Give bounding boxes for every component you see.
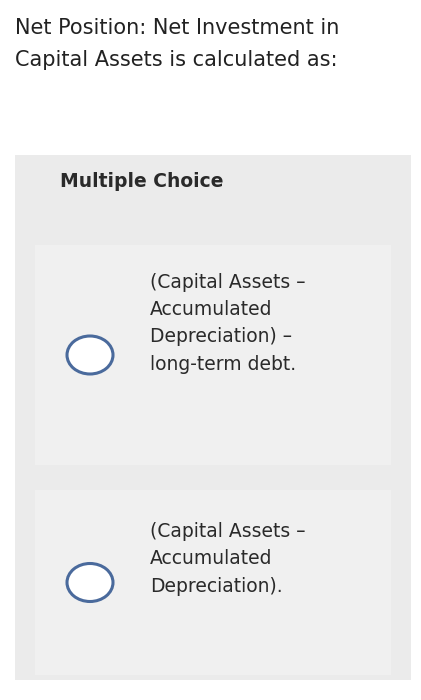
- Text: Net Position: Net Investment in: Net Position: Net Investment in: [15, 18, 339, 38]
- FancyBboxPatch shape: [35, 245, 391, 465]
- FancyBboxPatch shape: [15, 155, 411, 680]
- Text: (Capital Assets –
Accumulated
Depreciation) –
long-term debt.: (Capital Assets – Accumulated Depreciati…: [150, 273, 306, 374]
- FancyBboxPatch shape: [35, 490, 391, 675]
- Text: Capital Assets is calculated as:: Capital Assets is calculated as:: [15, 50, 338, 70]
- Ellipse shape: [67, 336, 113, 374]
- Text: Multiple Choice: Multiple Choice: [60, 172, 224, 191]
- Ellipse shape: [67, 564, 113, 601]
- Text: (Capital Assets –
Accumulated
Depreciation).: (Capital Assets – Accumulated Depreciati…: [150, 522, 306, 596]
